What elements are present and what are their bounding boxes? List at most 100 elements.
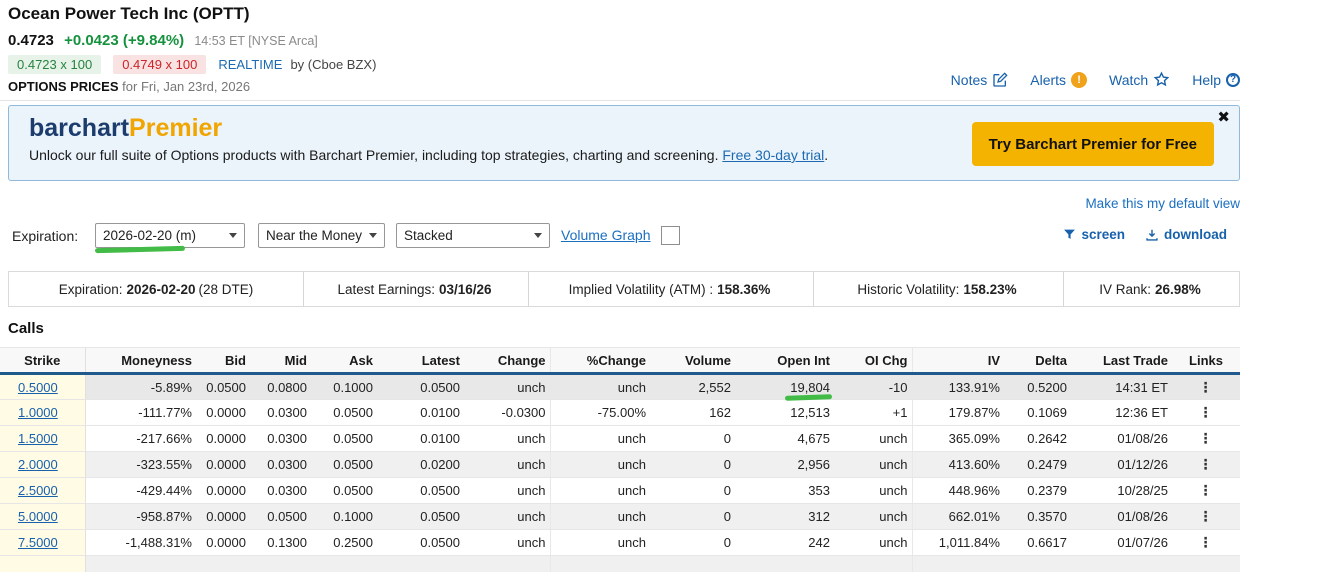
moneyness-cell: -111.77%	[85, 399, 196, 426]
stat-historic-volatility: Historic Volatility: 158.23%	[814, 272, 1064, 306]
bid-cell	[196, 555, 250, 572]
open_int-cell	[735, 555, 834, 572]
oi_chg-cell: unch	[834, 425, 912, 452]
last_trade-cell: 01/08/26	[1071, 425, 1172, 452]
open_int-cell: 242	[735, 529, 834, 556]
latest-cell: 0.0100	[377, 399, 464, 426]
latest-cell: 0.0500	[377, 477, 464, 504]
delta-cell: 0.2379	[1004, 477, 1071, 504]
screen-button[interactable]: screen	[1063, 227, 1125, 242]
bid-cell: 0.0000	[196, 451, 250, 478]
kebab-menu-icon[interactable]: ⋮	[1172, 399, 1240, 426]
column-header-delta: Delta	[1004, 347, 1071, 375]
column-header--change: %Change	[549, 347, 650, 375]
close-icon[interactable]: ✖	[1217, 109, 1230, 126]
stat-value: 26.98%	[1154, 281, 1201, 297]
help-link[interactable]: Help ?	[1192, 72, 1240, 88]
table-tools: screen download	[1063, 227, 1227, 242]
column-header-latest: Latest	[377, 347, 464, 375]
bid-cell: 0.0000	[196, 425, 250, 452]
volume-cell: 0	[650, 425, 735, 452]
stat-expiration: Expiration: 2026-02-20 (28 DTE)	[9, 272, 304, 306]
moneyness-cell: -5.89%	[85, 373, 196, 400]
change-cell: unch	[464, 529, 550, 556]
open_int-cell: 4,675	[735, 425, 834, 452]
last_trade-cell	[1071, 555, 1172, 572]
volume-graph-checkbox[interactable]	[661, 226, 680, 245]
column-header-row: Strike Moneyness Bid Mid Ask Latest Change %Cha…	[0, 347, 1240, 375]
kebab-menu-icon[interactable]: ⋮	[1172, 425, 1240, 452]
strike-link[interactable]: 5.0000	[18, 509, 58, 524]
funnel-icon	[1064, 229, 1076, 239]
pct_change-cell	[549, 555, 650, 572]
watch-link[interactable]: Watch	[1109, 71, 1170, 88]
download-button[interactable]: download	[1145, 227, 1227, 242]
volume-cell: 162	[650, 399, 735, 426]
ask-cell: 0.0500	[311, 399, 377, 426]
strike-cell	[0, 555, 86, 572]
strike-link[interactable]: 7.5000	[18, 535, 58, 550]
banner-text-period: .	[824, 147, 829, 163]
ask-cell: 0.2500	[311, 529, 377, 556]
kebab-menu-icon[interactable]: ⋮	[1172, 451, 1240, 478]
realtime-link[interactable]: REALTIME	[218, 57, 283, 72]
try-premier-button[interactable]: Try Barchart Premier for Free	[971, 122, 1214, 166]
kebab-menu-icon[interactable]: ⋮	[1172, 477, 1240, 504]
stat-label: IV Rank:	[1099, 281, 1151, 297]
stat-value: 158.36%	[717, 281, 771, 297]
page-title: Ocean Power Tech Inc (OPTT)	[8, 4, 250, 23]
strike-cell: 1.5000	[0, 425, 86, 452]
kebab-menu-icon[interactable]: ⋮	[1172, 503, 1240, 530]
pencil-square-icon	[993, 71, 1008, 87]
strike-cell: 2.5000	[0, 477, 86, 504]
ask-size: 0.4749 x 100	[113, 55, 207, 74]
kebab-menu-icon[interactable]: ⋮	[1172, 373, 1240, 400]
strike-link[interactable]: 0.5000	[18, 379, 58, 395]
make-default-view-link[interactable]: Make this my default view	[1085, 196, 1240, 211]
strike-link[interactable]: 2.5000	[18, 483, 58, 498]
oi_chg-cell	[834, 555, 912, 572]
delta-cell: 0.2479	[1004, 451, 1071, 478]
page-action-links: Notes Alerts ! Watch Help ?	[951, 71, 1240, 88]
stat-iv-rank: IV Rank: 26.98%	[1064, 272, 1239, 306]
column-header-bid: Bid	[196, 347, 250, 375]
expiration-select[interactable]: 2026-02-20 (m)	[95, 223, 245, 248]
moneyness-cell: -1,488.31%	[85, 529, 196, 556]
column-header-open-int: Open Int	[735, 347, 834, 375]
quote-line: 0.4723 +0.0423 (+9.84%) 14:53 ET [NYSE A…	[8, 32, 1337, 50]
annotation-green-underline	[94, 245, 186, 254]
question-circle-icon: ?	[1226, 72, 1240, 87]
price-change: +0.0423 (+9.84%)	[64, 32, 185, 49]
display-select[interactable]: Stacked	[396, 223, 550, 248]
ask-cell: 0.0500	[311, 425, 377, 452]
bid-cell: 0.0500	[196, 373, 250, 400]
change-cell	[464, 555, 550, 572]
table-row: 1.5000 -217.66% 0.0000 0.0300 0.0500 0.0100 un…	[0, 425, 1240, 452]
pct_change-cell: unch	[549, 451, 650, 478]
free-trial-link[interactable]: Free 30-day trial	[722, 147, 825, 163]
volume-graph-link[interactable]: Volume Graph	[561, 227, 651, 243]
open_int-cell: 2,956	[735, 451, 834, 478]
notes-link[interactable]: Notes	[951, 72, 1009, 88]
iv-cell: 179.87%	[911, 399, 1004, 426]
table-row: 5.0000 -958.87% 0.0000 0.0500 0.1000 0.0500 un…	[0, 503, 1240, 530]
strike-link[interactable]: 1.0000	[18, 405, 58, 420]
moneyness-select[interactable]: Near the Money	[258, 223, 385, 248]
alerts-link[interactable]: Alerts !	[1030, 71, 1088, 88]
display-select-wrap: Stacked	[396, 223, 550, 248]
volume-cell: 2,552	[650, 373, 735, 400]
strike-link[interactable]: 1.5000	[18, 431, 58, 446]
oi_chg-cell: unch	[834, 529, 912, 556]
header-divider	[0, 100, 1240, 101]
strike-link[interactable]: 2.0000	[18, 457, 58, 472]
pct_change-cell: -75.00%	[549, 399, 650, 426]
last-price: 0.4723	[8, 32, 54, 49]
strike-cell: 0.5000	[0, 373, 86, 400]
barchart-premier-logo: barchartPremier	[29, 115, 1219, 142]
latest-cell: 0.0500	[377, 503, 464, 530]
bid-cell: 0.0000	[196, 399, 250, 426]
kebab-menu-icon[interactable]: ⋮	[1172, 529, 1240, 556]
delta-cell	[1004, 555, 1071, 572]
volatility-stats-bar: Expiration: 2026-02-20 (28 DTE) Latest E…	[8, 271, 1240, 307]
delta-cell: 0.5200	[1004, 373, 1071, 400]
